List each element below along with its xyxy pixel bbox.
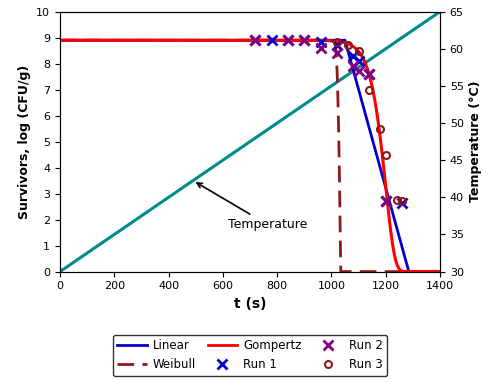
Y-axis label: Survivors, log (CFU/g): Survivors, log (CFU/g) xyxy=(18,64,30,219)
Legend: Linear, Weibull, Gompertz, Run 1, Run 2, Run 3: Linear, Weibull, Gompertz, Run 1, Run 2,… xyxy=(112,335,388,376)
Y-axis label: Temperature (°C): Temperature (°C) xyxy=(470,81,482,203)
Text: Temperature: Temperature xyxy=(197,183,308,231)
X-axis label: t (s): t (s) xyxy=(234,297,266,311)
